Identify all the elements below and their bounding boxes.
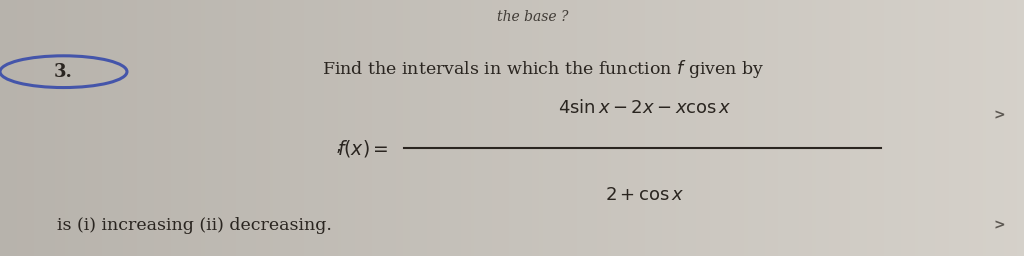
Text: $2+\cos x$: $2+\cos x$ [605, 186, 685, 204]
Text: 3.: 3. [54, 63, 73, 81]
Text: $\mathbf{>}$: $\mathbf{>}$ [991, 218, 1006, 232]
Text: is (i) increasing (ii) decreasing.: is (i) increasing (ii) decreasing. [57, 217, 332, 234]
Text: the base ?: the base ? [497, 10, 568, 24]
Text: $4\sin x-2x-x\cos x$: $4\sin x-2x-x\cos x$ [558, 99, 732, 116]
Text: $\mathbf{>}$: $\mathbf{>}$ [991, 108, 1006, 122]
Text: $\mathsf{,}$: $\mathsf{,}$ [335, 137, 341, 155]
Text: Find the intervals in which the function $f$ given by: Find the intervals in which the function… [322, 58, 764, 80]
Text: $f(x)=$: $f(x)=$ [337, 138, 389, 159]
